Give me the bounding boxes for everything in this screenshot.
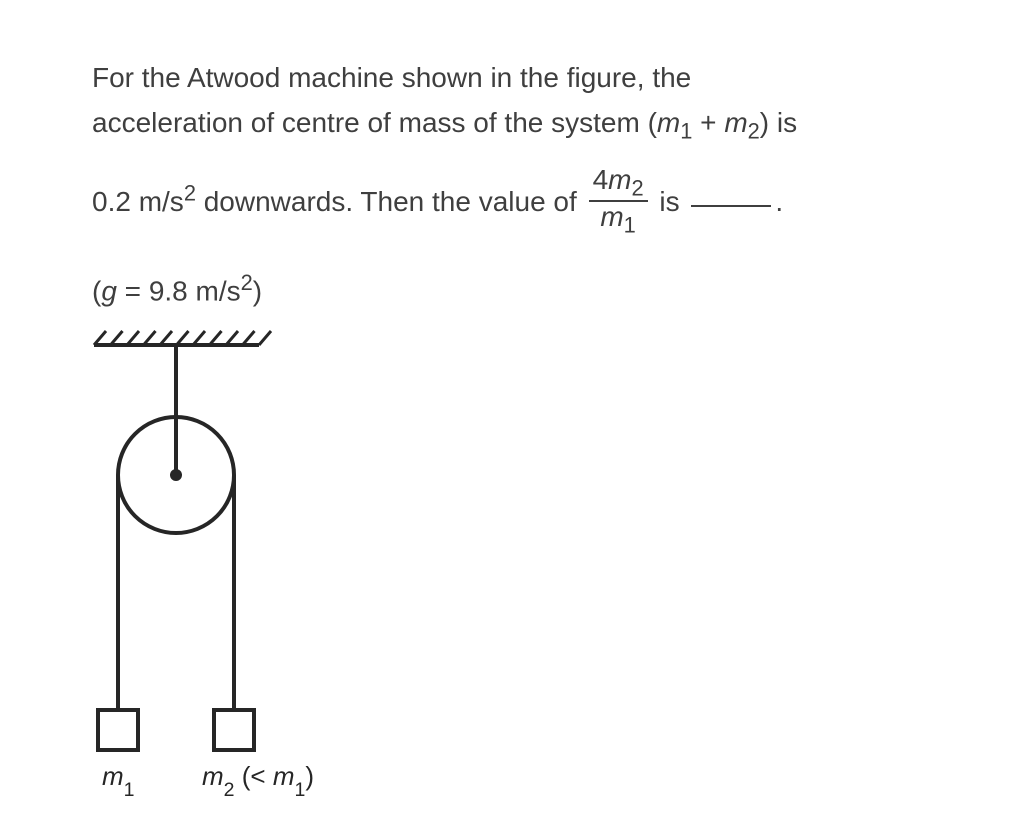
fraction-numerator: 4m2 [589,165,648,203]
fraction: 4m2 m1 [589,165,648,238]
text: = 9.8 m/s [117,275,241,306]
sup: 2 [184,181,196,206]
var-m: m [657,107,680,138]
sub: 1 [680,119,692,144]
sub: 2 [748,119,760,144]
problem-line-1: For the Atwood machine shown in the figu… [92,56,976,99]
text: is [659,186,687,217]
text: ( [92,275,101,306]
text: acceleration of centre of mass of the sy… [92,107,657,138]
text: downwards. Then the value of [196,186,585,217]
text: + [692,107,724,138]
atwood-diagram: m1 m2 (< m1) [84,325,976,827]
problem-line-2: acceleration of centre of mass of the sy… [92,101,976,148]
text: . [775,186,783,217]
g-value: (g = 9.8 m/s2) [92,266,976,313]
answer-blank [691,205,771,207]
fraction-denominator: m1 [589,202,648,238]
var-g: g [101,275,117,306]
problem-line-3: 0.2 m/s2 downwards. Then the value of 4m… [92,167,976,240]
svg-text:m2 (< m1): m2 (< m1) [202,761,314,801]
atwood-svg: m1 m2 (< m1) [84,325,404,815]
text: ) [253,275,262,306]
svg-text:m1: m1 [102,761,135,801]
text: ) is [760,107,797,138]
text: For the Atwood machine shown in the figu… [92,62,691,93]
sup: 2 [241,270,253,295]
text: 0.2 m/s [92,186,184,217]
var-m: m [724,107,747,138]
